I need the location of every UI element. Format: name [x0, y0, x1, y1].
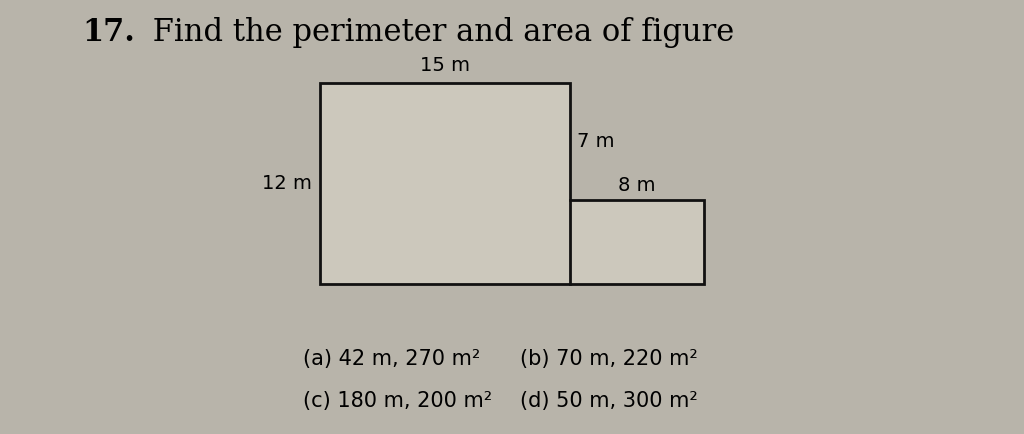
Text: Find the perimeter and area of figure: Find the perimeter and area of figure: [143, 17, 734, 48]
Text: (b) 70 m, 220 m²: (b) 70 m, 220 m²: [520, 349, 698, 369]
Polygon shape: [321, 83, 703, 284]
Text: (d) 50 m, 300 m²: (d) 50 m, 300 m²: [520, 391, 698, 411]
Text: 8 m: 8 m: [618, 176, 656, 195]
Text: 17.: 17.: [82, 17, 135, 48]
Text: 12 m: 12 m: [262, 174, 311, 193]
Text: 7 m: 7 m: [578, 132, 614, 151]
Text: (a) 42 m, 270 m²: (a) 42 m, 270 m²: [303, 349, 480, 369]
Text: (c) 180 m, 200 m²: (c) 180 m, 200 m²: [303, 391, 493, 411]
Text: 15 m: 15 m: [420, 56, 470, 75]
